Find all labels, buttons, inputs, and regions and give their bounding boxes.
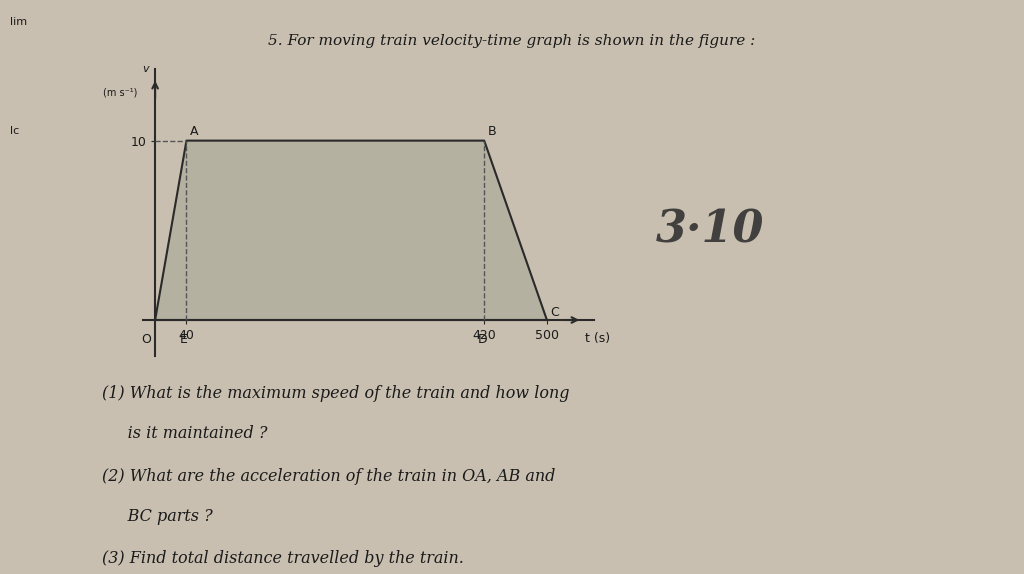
Text: 5. For moving train velocity-time graph is shown in the figure :: 5. For moving train velocity-time graph … [268,34,756,48]
Text: 3·10: 3·10 [655,208,764,251]
Text: D: D [478,333,487,346]
Polygon shape [155,141,547,320]
Text: (2) What are the acceleration of the train in OA, AB and: (2) What are the acceleration of the tra… [102,468,556,485]
Text: is it maintained ?: is it maintained ? [102,425,268,442]
Text: A: A [189,125,198,138]
Text: BC parts ?: BC parts ? [102,508,213,525]
Text: lc: lc [10,126,19,136]
Text: (1) What is the maximum speed of the train and how long: (1) What is the maximum speed of the tra… [102,385,570,402]
Text: (3) Find total distance travelled by the train.: (3) Find total distance travelled by the… [102,550,464,567]
Text: (m s⁻¹): (m s⁻¹) [102,88,137,98]
Text: t (s): t (s) [585,332,609,344]
Text: C: C [550,307,559,319]
Text: O: O [141,333,151,346]
Text: lim: lim [10,17,28,27]
Text: B: B [487,125,496,138]
Text: E: E [180,333,188,346]
Text: v: v [142,64,148,75]
